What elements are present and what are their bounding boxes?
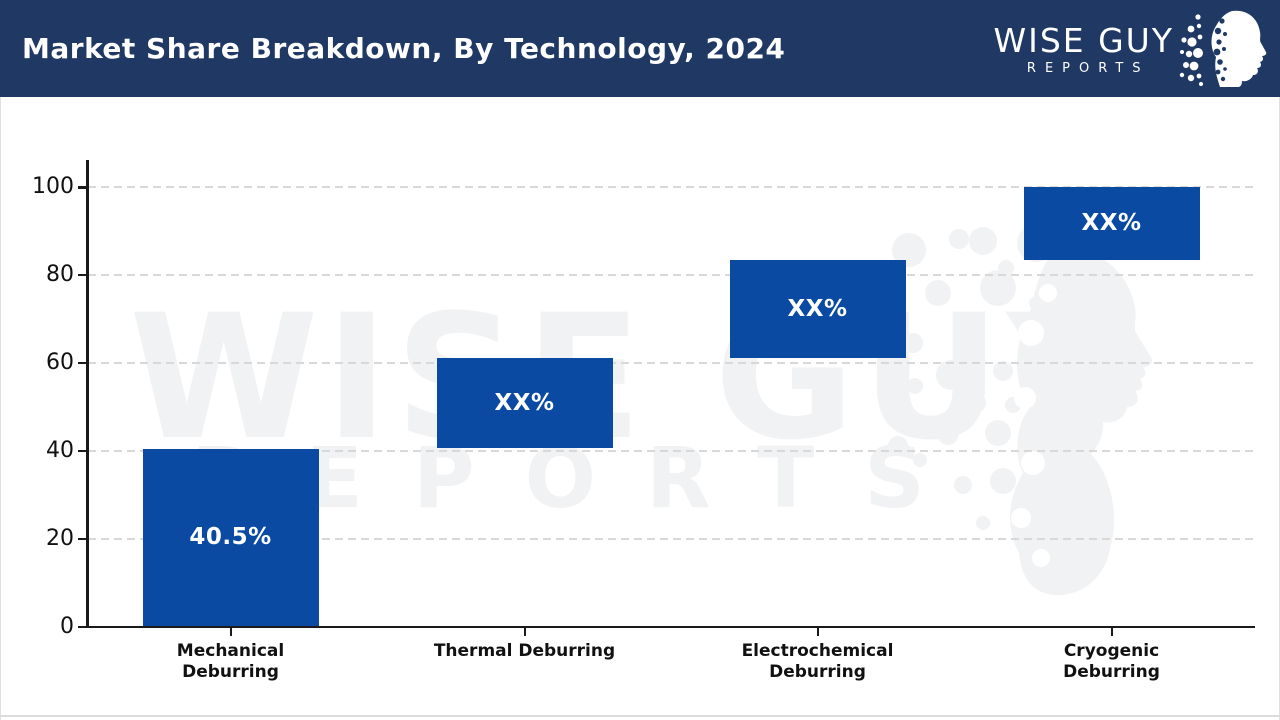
y-gridline xyxy=(88,361,1255,364)
y-tick-label: 100 xyxy=(32,174,74,199)
x-tick xyxy=(523,628,526,636)
y-gridline xyxy=(88,537,1255,540)
bar-segment: XX% xyxy=(436,358,613,449)
x-category-label-line: Deburring xyxy=(1063,662,1160,682)
x-tick xyxy=(1110,628,1113,636)
bar-segment: XX% xyxy=(729,259,906,359)
x-tick xyxy=(816,628,819,636)
x-category-label: Thermal Deburring xyxy=(395,641,655,662)
y-tick xyxy=(78,449,87,453)
x-category-label-line: Thermal Deburring xyxy=(433,641,616,661)
x-category-label: Mechanical Deburring xyxy=(101,641,361,683)
bar-segment: 40.5% xyxy=(142,448,319,627)
x-axis-line xyxy=(86,625,1255,628)
y-tick-label: 20 xyxy=(46,525,74,551)
y-tick-label: 80 xyxy=(46,261,74,287)
x-category-label-line: Electrochemical xyxy=(741,641,894,661)
x-category-label-line: Deburring xyxy=(182,662,279,682)
y-tick xyxy=(78,273,87,277)
bar-value-label: XX% xyxy=(1081,210,1142,237)
bar-value-label: XX% xyxy=(787,295,848,322)
x-category-label-line: Mechanical xyxy=(176,641,285,661)
y-axis-line xyxy=(86,160,89,628)
x-category-label: Cryogenic Deburring xyxy=(982,641,1242,683)
logo-text: WISE GUY REPORTS xyxy=(993,20,1174,76)
logo-wordmark: WISE GUY xyxy=(993,20,1174,60)
logo-head-icon xyxy=(1179,10,1267,88)
bar-value-label: XX% xyxy=(494,390,555,417)
y-gridline xyxy=(88,186,1255,188)
y-tick-label: 40 xyxy=(46,437,74,463)
bar-value-label: 40.5% xyxy=(189,524,272,551)
watermark-head-icon xyxy=(888,224,1153,596)
bottom-divider xyxy=(0,715,1280,717)
y-gridline xyxy=(88,273,1255,276)
x-category-label-line: Cryogenic xyxy=(1063,641,1160,661)
header-banner: Market Share Breakdown, By Technology, 2… xyxy=(0,0,1280,97)
y-tick-label: 60 xyxy=(46,349,74,375)
x-category-label-line: Deburring xyxy=(769,662,866,682)
logo-subtitle: REPORTS xyxy=(1026,60,1150,76)
page-title: Market Share Breakdown, By Technology, 2… xyxy=(22,32,786,65)
y-tick xyxy=(78,186,87,189)
y-tick xyxy=(78,537,87,541)
y-gridline xyxy=(88,449,1255,452)
x-category-label: Electrochemical Deburring xyxy=(688,641,948,683)
y-tick-label: 0 xyxy=(60,613,74,639)
wise-guy-reports-logo: WISE GUY REPORTS xyxy=(993,8,1268,90)
x-tick xyxy=(229,628,232,636)
y-tick xyxy=(78,361,87,365)
y-tick xyxy=(78,625,87,628)
bar-segment: XX% xyxy=(1023,187,1200,260)
